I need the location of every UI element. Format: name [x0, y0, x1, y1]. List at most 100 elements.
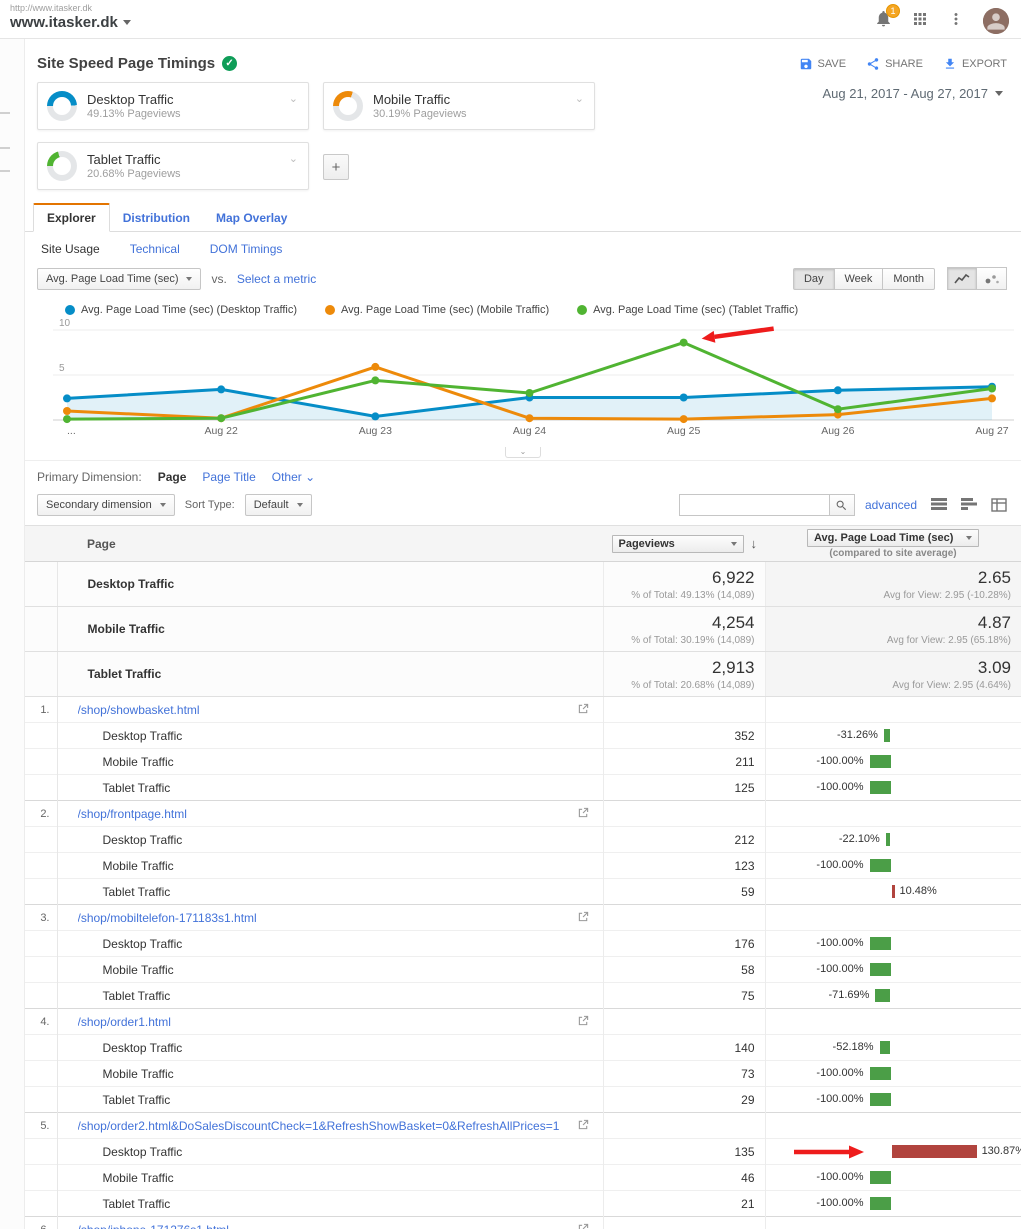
notifications-button[interactable]: 1: [874, 4, 900, 33]
search-button[interactable]: [828, 494, 855, 516]
legend-item-avg-page-load-time-sec-mobile-traffic[interactable]: Avg. Page Load Time (sec) (Mobile Traffi…: [325, 304, 549, 316]
page-link[interactable]: /shop/frontpage.html: [77, 806, 187, 821]
metric-delta-cell: -100.00%: [764, 748, 1021, 775]
dimension-other[interactable]: Other ⌄: [271, 470, 316, 484]
delta-label: -71.69%: [828, 989, 870, 1001]
more-menu-button[interactable]: [947, 10, 965, 33]
dimension-page-title[interactable]: Page Title: [202, 470, 256, 484]
metric-selector-button[interactable]: Avg. Page Load Time (sec): [37, 267, 202, 290]
metric-total: 2.65: [977, 567, 1011, 587]
advanced-search-link[interactable]: advanced: [864, 498, 917, 512]
open-in-new-icon[interactable]: [578, 1119, 589, 1133]
sort-descending-icon[interactable]: ↓: [750, 536, 758, 551]
segment-label: Tablet Traffic: [102, 884, 171, 899]
collapsed-left-nav[interactable]: [0, 39, 25, 1229]
delta-bar: [869, 1093, 891, 1106]
segment-label: Tablet Traffic: [102, 1092, 171, 1107]
delta-label: -100.00%: [816, 1093, 864, 1105]
vs-label: vs.: [211, 271, 227, 286]
pageviews-cell: 75: [602, 982, 765, 1009]
summary-label-cell: Desktop Traffic: [57, 561, 603, 607]
subtab-dom-timings[interactable]: DOM Timings: [209, 242, 283, 256]
page-link[interactable]: /shop/showbasket.html: [77, 702, 200, 717]
chart-collapse-button[interactable]: ⌄: [505, 447, 541, 458]
tab-explorer[interactable]: Explorer: [33, 203, 110, 232]
summary-metric-cell: 3.09 Avg for View: 2.95 (4.64%): [764, 651, 1021, 697]
granularity-week[interactable]: Week: [834, 267, 884, 290]
open-in-new-icon[interactable]: [578, 807, 589, 821]
apps-grid-button[interactable]: [911, 10, 929, 33]
performance-view-icon: [961, 498, 977, 510]
share-button[interactable]: SHARE: [866, 57, 923, 71]
page-link[interactable]: /shop/order2.html&DoSalesDiscountCheck=1…: [77, 1118, 560, 1133]
segment-label-cell: Desktop Traffic: [57, 930, 603, 957]
segment-label: Desktop Traffic: [102, 1144, 183, 1159]
metric-delta-cell: -100.00%: [764, 852, 1021, 879]
segment-card-tablet-traffic[interactable]: Tablet Traffic 20.68% Pageviews ⌄: [37, 142, 309, 190]
granularity-day[interactable]: Day: [792, 267, 835, 290]
legend-item-avg-page-load-time-sec-tablet-traffic[interactable]: Avg. Page Load Time (sec) (Tablet Traffi…: [577, 304, 798, 316]
metric-delta-cell: -100.00%: [764, 956, 1021, 983]
metric-delta-cell: -71.69%: [764, 982, 1021, 1009]
legend-dot-icon: [325, 305, 336, 315]
segment-label: Desktop Traffic: [102, 936, 183, 951]
pivot-view-button[interactable]: [991, 498, 1007, 512]
page-link[interactable]: /shop/order1.html: [77, 1014, 171, 1029]
pageviews-total-note: % of Total: 49.13% (14,089): [631, 589, 755, 601]
page-cell: /shop/showbasket.html: [58, 703, 603, 717]
segment-label-cell: Mobile Traffic: [57, 852, 603, 879]
metric-select-label: Avg. Page Load Time (sec): [814, 531, 954, 544]
metric-cell: [764, 904, 1021, 931]
table-row: 4. /shop/order1.html: [25, 1008, 1021, 1035]
account-selector[interactable]: www.itasker.dk: [10, 14, 131, 31]
dimension-page[interactable]: Page: [157, 470, 187, 484]
segment-card-desktop-traffic[interactable]: Desktop Traffic 49.13% Pageviews ⌄: [37, 82, 309, 130]
load-time-metric-select[interactable]: Avg. Page Load Time (sec): [807, 528, 979, 547]
segment-card-mobile-traffic[interactable]: Mobile Traffic 30.19% Pageviews ⌄: [323, 82, 595, 130]
row-number-cell: 5.: [25, 1112, 58, 1139]
select-metric-link[interactable]: Select a metric: [236, 271, 317, 286]
tab-map-overlay[interactable]: Map Overlay: [216, 211, 288, 225]
export-button[interactable]: EXPORT: [943, 57, 1007, 71]
segment-row: Mobile Traffic 46 -100.00%: [25, 1164, 1021, 1191]
page-cell-container: /shop/order2.html&DoSalesDiscountCheck=1…: [57, 1112, 603, 1139]
pageviews-value: 59: [741, 884, 755, 899]
delta-label: -22.10%: [838, 833, 880, 845]
row-number-cell: 4.: [25, 1008, 58, 1035]
granularity-month[interactable]: Month: [883, 267, 935, 290]
pageviews-cell: 125: [602, 774, 765, 801]
sort-type-button[interactable]: Default: [244, 494, 312, 516]
add-segment-button[interactable]: +: [323, 154, 349, 180]
open-in-new-icon[interactable]: [578, 911, 589, 925]
open-in-new-icon[interactable]: [578, 1015, 589, 1029]
page-link[interactable]: /shop/iphone-171276s1.html: [78, 1223, 229, 1229]
subtab-site-usage[interactable]: Site Usage: [41, 242, 100, 256]
date-range-picker[interactable]: Aug 21, 2017 - Aug 27, 2017: [822, 86, 1003, 101]
open-in-new-icon[interactable]: [578, 703, 589, 717]
user-avatar[interactable]: [983, 8, 1009, 34]
open-in-new-icon[interactable]: [578, 1223, 589, 1229]
pageviews-value: 58: [741, 962, 755, 977]
tab-distribution[interactable]: Distribution: [122, 211, 191, 225]
segment-label-cell: Tablet Traffic: [57, 1190, 603, 1217]
export-icon: [945, 58, 955, 69]
save-button[interactable]: SAVE: [799, 57, 846, 71]
pageviews-metric-select[interactable]: Pageviews: [611, 534, 744, 553]
segment-detail: 49.13% Pageviews: [87, 108, 181, 120]
legend-item-avg-page-load-time-sec-desktop-traffic[interactable]: Avg. Page Load Time (sec) (Desktop Traff…: [65, 304, 297, 316]
page-link[interactable]: /shop/mobiltelefon-171183s1.html: [77, 910, 257, 925]
table-search-input[interactable]: [678, 494, 829, 516]
motion-chart-view-button[interactable]: [977, 267, 1007, 290]
subtab-technical[interactable]: Technical: [129, 242, 180, 256]
delta-label: -100.00%: [816, 859, 864, 871]
delta-bar-wrap: -100.00%: [766, 1165, 1021, 1190]
secondary-dimension-button[interactable]: Secondary dimension: [37, 494, 175, 516]
line-chart-view-button[interactable]: [947, 267, 977, 290]
pageviews-cell: 58: [602, 956, 765, 983]
metric-delta-cell: 130.87%: [764, 1138, 1021, 1165]
metric-delta-cell: -100.00%: [764, 1190, 1021, 1217]
pageviews-total: 2,913: [711, 657, 755, 677]
page-column-header[interactable]: Page: [57, 525, 603, 562]
table-view-button[interactable]: [931, 498, 947, 512]
performance-view-button[interactable]: [961, 498, 977, 512]
